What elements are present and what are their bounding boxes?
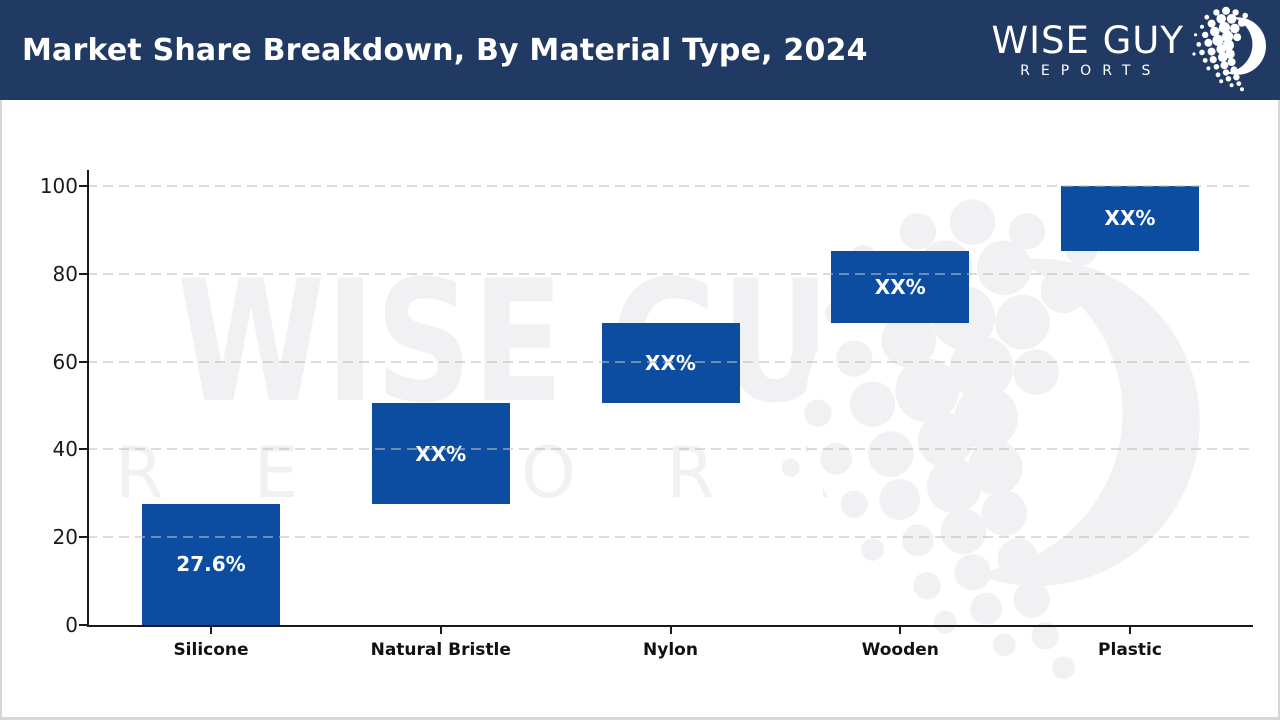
bar-value-label: XX%: [1104, 206, 1156, 231]
brand-head-icon: [1192, 6, 1266, 92]
brand-logo-text: WISE GUY REPORTS: [992, 22, 1184, 79]
page-left-border: [0, 100, 2, 720]
x-category-label: Wooden: [861, 640, 939, 660]
x-tick-mark: [669, 626, 672, 634]
x-category-label: Silicone: [173, 640, 249, 660]
y-tick-mark: [79, 624, 87, 626]
gridline: [87, 536, 1253, 539]
bar-segment: 27.6%: [142, 503, 280, 625]
y-tick-mark: [79, 272, 87, 275]
x-axis-spine: [87, 625, 1253, 627]
bar-value-label: XX%: [874, 274, 926, 299]
y-tick-label: 60: [52, 349, 78, 374]
gridline: [87, 272, 1253, 275]
y-tick-label: 20: [52, 525, 78, 550]
page-title: Market Share Breakdown, By Material Type…: [22, 32, 868, 68]
gridline: [87, 185, 1253, 187]
x-tick-mark: [439, 626, 442, 634]
gridline: [87, 448, 1253, 451]
y-tick-mark: [79, 448, 87, 451]
x-category-label: Natural Bristle: [370, 640, 511, 660]
y-tick-mark: [79, 185, 87, 187]
brand-wordmark: WISE GUY: [991, 18, 1184, 62]
bar-segment: XX%: [1061, 186, 1199, 251]
y-tick-label: 40: [52, 437, 78, 462]
header-bar: Market Share Breakdown, By Material Type…: [0, 0, 1280, 100]
bar-value-label: 27.6%: [176, 552, 246, 577]
x-tick-mark: [210, 626, 212, 634]
brand-logo: WISE GUY REPORTS: [992, 6, 1280, 94]
y-tick-label: 80: [52, 261, 78, 286]
gridline: [87, 360, 1253, 363]
x-category-label: Plastic: [1098, 640, 1162, 660]
bar-segment: XX%: [371, 403, 510, 504]
page-right-border: [1278, 100, 1280, 720]
x-tick-mark: [899, 626, 902, 634]
y-tick-mark: [79, 536, 87, 539]
brand-subtext: REPORTS: [1020, 62, 1162, 79]
bar-value-label: XX%: [415, 441, 467, 466]
bar-segment: XX%: [831, 250, 970, 323]
y-tick-label: 0: [65, 613, 78, 637]
page-bottom-border: [0, 717, 1280, 720]
y-axis-spine: [87, 170, 89, 627]
y-tick-mark: [79, 360, 87, 363]
bar-segment: XX%: [601, 322, 740, 404]
y-tick-label: 100: [39, 174, 78, 198]
x-tick-mark: [1129, 626, 1131, 634]
bar-value-label: XX%: [645, 351, 696, 376]
x-category-label: Nylon: [643, 640, 698, 660]
